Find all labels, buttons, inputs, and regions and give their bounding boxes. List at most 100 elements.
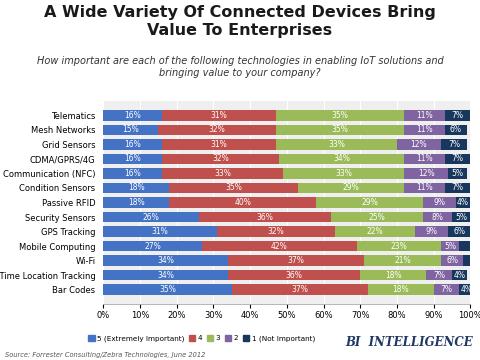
Text: 22%: 22% xyxy=(367,227,383,236)
Text: 31%: 31% xyxy=(211,111,227,120)
Text: 7%: 7% xyxy=(433,271,445,280)
Bar xyxy=(335,226,415,237)
Bar xyxy=(357,241,441,251)
Text: 16%: 16% xyxy=(124,154,141,163)
Bar xyxy=(228,270,360,280)
Text: 11%: 11% xyxy=(416,111,433,120)
Bar xyxy=(404,110,444,121)
Text: 31%: 31% xyxy=(211,140,227,149)
Text: 36%: 36% xyxy=(256,212,273,221)
Bar xyxy=(103,154,162,164)
Bar xyxy=(316,197,423,208)
Bar xyxy=(434,284,459,295)
Bar xyxy=(103,197,169,208)
Text: 34%: 34% xyxy=(157,271,174,280)
Text: 29%: 29% xyxy=(343,184,360,193)
Bar xyxy=(103,255,228,266)
Bar xyxy=(441,241,459,251)
Bar xyxy=(397,139,441,150)
Text: 7%: 7% xyxy=(452,111,464,120)
Bar xyxy=(276,125,404,135)
Text: 7%: 7% xyxy=(441,285,453,294)
Bar xyxy=(456,197,470,208)
Legend: 5 (Extremely Important), 4, 3, 2, 1 (Not Important): 5 (Extremely Important), 4, 3, 2, 1 (Not… xyxy=(85,332,318,345)
Bar xyxy=(444,183,470,193)
Text: 9%: 9% xyxy=(426,227,438,236)
Bar xyxy=(103,125,158,135)
Bar xyxy=(452,270,467,280)
Text: 16%: 16% xyxy=(124,140,141,149)
Text: 35%: 35% xyxy=(225,184,242,193)
Text: 6%: 6% xyxy=(450,125,462,134)
Bar xyxy=(441,139,467,150)
Text: 31%: 31% xyxy=(152,227,168,236)
Text: 29%: 29% xyxy=(361,198,378,207)
Text: 7%: 7% xyxy=(452,154,464,163)
Text: 35%: 35% xyxy=(159,285,176,294)
Bar xyxy=(103,270,228,280)
Bar xyxy=(364,255,441,266)
Bar xyxy=(103,284,232,295)
Text: 4%: 4% xyxy=(461,285,473,294)
Text: 35%: 35% xyxy=(332,111,348,120)
Bar xyxy=(103,183,169,193)
Text: 11%: 11% xyxy=(416,184,433,193)
Text: 6%: 6% xyxy=(446,256,458,265)
Bar xyxy=(158,125,276,135)
Text: 5%: 5% xyxy=(444,242,456,251)
Text: 34%: 34% xyxy=(157,256,174,265)
Text: 5%: 5% xyxy=(455,212,467,221)
Bar xyxy=(459,241,470,251)
Bar xyxy=(404,168,448,179)
Text: 23%: 23% xyxy=(390,242,407,251)
Text: 18%: 18% xyxy=(128,184,144,193)
Text: 37%: 37% xyxy=(291,285,308,294)
Bar xyxy=(199,212,331,222)
Bar xyxy=(169,197,316,208)
Bar xyxy=(415,226,448,237)
Text: Source: Forrester Consulting/Zebra Technologies, June 2012: Source: Forrester Consulting/Zebra Techn… xyxy=(5,352,205,358)
Text: 33%: 33% xyxy=(328,140,345,149)
Bar xyxy=(404,183,444,193)
Text: 16%: 16% xyxy=(124,169,141,178)
Bar xyxy=(162,139,276,150)
Bar xyxy=(162,168,283,179)
Bar xyxy=(162,154,279,164)
Bar xyxy=(103,226,217,237)
Text: 25%: 25% xyxy=(368,212,385,221)
Text: 7%: 7% xyxy=(448,140,460,149)
Text: 32%: 32% xyxy=(212,154,229,163)
Bar xyxy=(279,154,404,164)
Bar xyxy=(228,255,364,266)
Bar xyxy=(444,125,467,135)
Text: 32%: 32% xyxy=(267,227,284,236)
Bar xyxy=(276,139,397,150)
Bar xyxy=(404,154,444,164)
Text: 11%: 11% xyxy=(416,154,433,163)
Bar xyxy=(452,212,470,222)
Bar xyxy=(441,255,463,266)
Text: 11%: 11% xyxy=(416,125,433,134)
Text: 33%: 33% xyxy=(214,169,231,178)
Text: 6%: 6% xyxy=(454,227,466,236)
Bar xyxy=(298,183,404,193)
Text: 18%: 18% xyxy=(392,285,409,294)
Text: 42%: 42% xyxy=(271,242,288,251)
Text: A Wide Variety Of Connected Devices Bring
Value To Enterprises: A Wide Variety Of Connected Devices Brin… xyxy=(44,5,436,39)
Text: 26%: 26% xyxy=(143,212,159,221)
Bar xyxy=(426,270,452,280)
Bar xyxy=(283,168,404,179)
Bar xyxy=(169,183,298,193)
Text: 8%: 8% xyxy=(432,212,444,221)
Text: 40%: 40% xyxy=(234,198,251,207)
Text: 35%: 35% xyxy=(332,125,348,134)
Bar xyxy=(103,168,162,179)
Text: 34%: 34% xyxy=(334,154,350,163)
Text: 21%: 21% xyxy=(394,256,411,265)
Bar xyxy=(448,168,467,179)
Text: BI  INTELLIGENCE: BI INTELLIGENCE xyxy=(345,336,473,349)
Bar xyxy=(203,241,357,251)
Bar xyxy=(423,197,456,208)
Text: 16%: 16% xyxy=(124,111,141,120)
Text: 32%: 32% xyxy=(209,125,226,134)
